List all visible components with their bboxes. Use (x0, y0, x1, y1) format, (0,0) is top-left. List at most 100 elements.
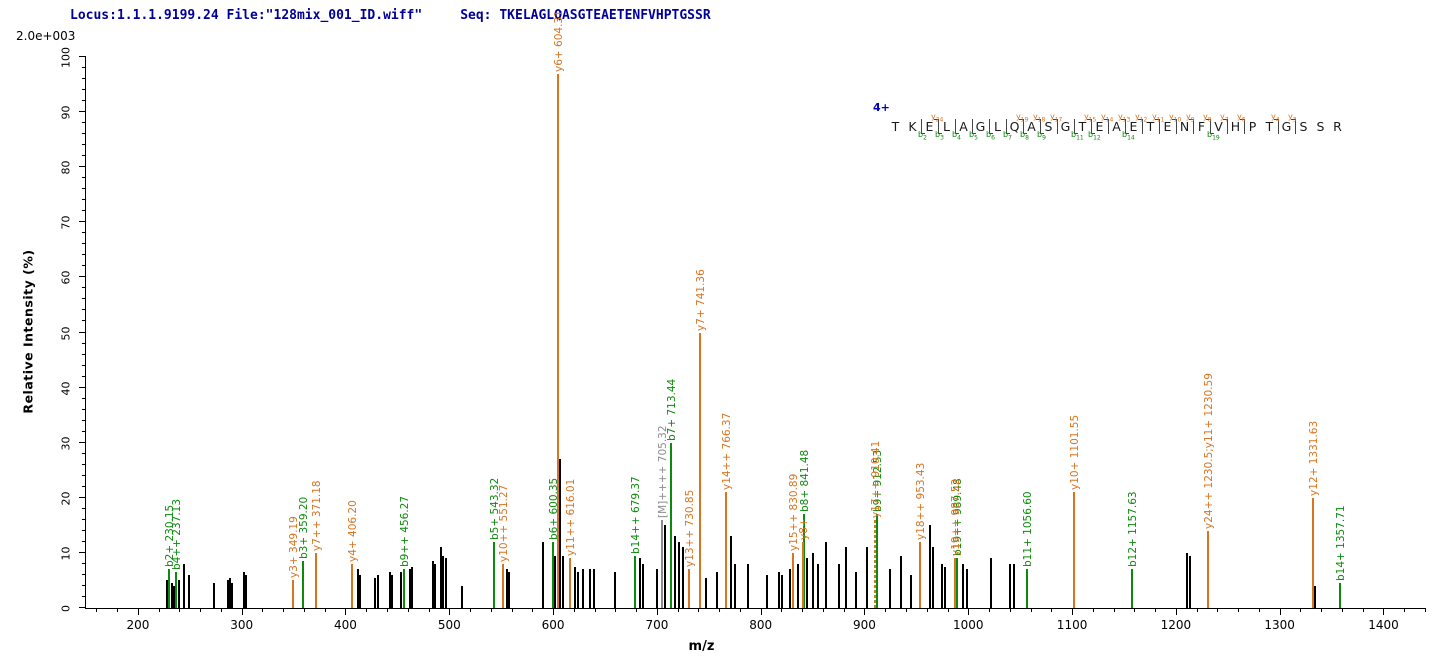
x-tick-label: 800 (749, 618, 773, 632)
y-arm (1171, 119, 1176, 120)
b-arm (971, 133, 976, 134)
cleavage-line (937, 119, 939, 134)
cleavage-line (1243, 119, 1245, 134)
x-minor-tick (1300, 608, 1302, 612)
b-arm (1005, 133, 1010, 134)
unassigned-peak (582, 569, 585, 608)
unassigned-peak (716, 572, 719, 608)
x-minor-tick (303, 608, 305, 612)
x-minor-tick (490, 608, 492, 612)
y-ion-peak (350, 563, 353, 608)
b9-ion-label: b9 (1037, 130, 1046, 142)
unassigned-peak (865, 547, 868, 608)
unassigned-peak (962, 563, 965, 608)
b-ion-peak (302, 561, 305, 608)
cleavage-line (1005, 119, 1007, 134)
x-minor-tick (781, 608, 783, 612)
unassigned-peak (778, 572, 781, 608)
M-ion-peak (661, 519, 664, 608)
b-ion-peak (168, 569, 171, 608)
y12-ion-label: y12 (1135, 112, 1148, 124)
unassigned-peak (944, 566, 947, 608)
x-major-tick (760, 608, 762, 615)
y-ion-peak (791, 552, 794, 608)
x-minor-tick (387, 608, 388, 612)
b-arm (1022, 133, 1027, 134)
x-minor-tick (906, 608, 907, 612)
peak-label-text: b6+ 600.35 (548, 477, 561, 540)
cleavage-line (1107, 119, 1109, 134)
y-major-tick (79, 56, 86, 57)
y-ion-peak (698, 332, 701, 608)
x-major-tick (1279, 608, 1281, 615)
y-tick-label: 80 (59, 160, 73, 175)
y-major-tick (79, 441, 86, 443)
unassigned-peak (704, 577, 707, 608)
unassigned-peak (673, 536, 676, 608)
residue-t-0: T (891, 119, 900, 134)
y-ion-peak (556, 73, 559, 608)
unassigned-peak (788, 569, 791, 608)
x-major-tick (137, 608, 139, 615)
y-ion-peak (1206, 530, 1209, 608)
cleavage-line (1141, 119, 1143, 134)
b-ion-peak (1338, 583, 1341, 608)
x-minor-tick (1113, 608, 1115, 612)
b-ion-peak (634, 555, 637, 608)
peak-label-text: y10++ 551.27 (497, 484, 510, 562)
x-minor-tick (428, 608, 430, 612)
unassigned-peak (1189, 555, 1192, 608)
y15-ion-label: y15 (1084, 112, 1097, 124)
y-tick-label: 60 (59, 270, 73, 285)
unassigned-peak (1008, 563, 1011, 608)
y14-ion-label: y14 (1101, 112, 1114, 124)
peak-label-text: y14++ 766.37 (720, 413, 733, 491)
x-minor-tick (636, 608, 638, 612)
y-ion-peak (801, 541, 804, 608)
y-arm (933, 119, 938, 120)
unassigned-peak (765, 574, 768, 608)
x-minor-tick (594, 608, 596, 612)
y-arm (1239, 119, 1244, 120)
y-tick-label: 10 (59, 546, 73, 561)
y-major-tick (79, 166, 86, 168)
cleavage-line (1294, 119, 1296, 134)
x-minor-tick (1341, 608, 1343, 612)
x-minor-tick (1092, 608, 1094, 612)
precursor-charge: 4+ (873, 101, 890, 114)
y-tick-label: 40 (59, 381, 73, 396)
y-major-tick (79, 496, 86, 498)
y-minor-tick (82, 452, 86, 454)
peak-label-text: y8+ (797, 518, 810, 540)
x-minor-tick (698, 608, 700, 612)
unassigned-peak (359, 574, 362, 608)
unassigned-peak (541, 541, 544, 608)
unassigned-peak (376, 574, 379, 608)
y4-ion-label: y4 (1271, 112, 1280, 124)
y9-ion-label: y9 (1186, 112, 1195, 124)
y-ion-peak (874, 519, 877, 608)
y-minor-tick (82, 364, 86, 366)
unassigned-peak (910, 574, 913, 608)
unassigned-peak (931, 547, 934, 608)
peak-label-text: y7++ 371.18 (310, 480, 323, 551)
y-ion-peak (687, 569, 690, 608)
x-major-tick (345, 608, 347, 615)
y-minor-tick (82, 375, 86, 377)
y-minor-tick (82, 540, 86, 542)
y3-ion-label: y3 (1288, 112, 1297, 124)
y-tick-label: 50 (59, 326, 73, 340)
cleavage-line (1209, 119, 1211, 134)
y-tick-label: 20 (59, 491, 73, 506)
y-ion-peak (314, 552, 317, 608)
y-minor-tick (82, 408, 86, 410)
b-arm (1090, 133, 1095, 134)
unassigned-peak (506, 569, 509, 608)
b-ion-peak (552, 541, 555, 608)
y-arm (1290, 119, 1295, 120)
y-minor-tick (82, 430, 86, 432)
x-major-tick (1383, 608, 1385, 615)
